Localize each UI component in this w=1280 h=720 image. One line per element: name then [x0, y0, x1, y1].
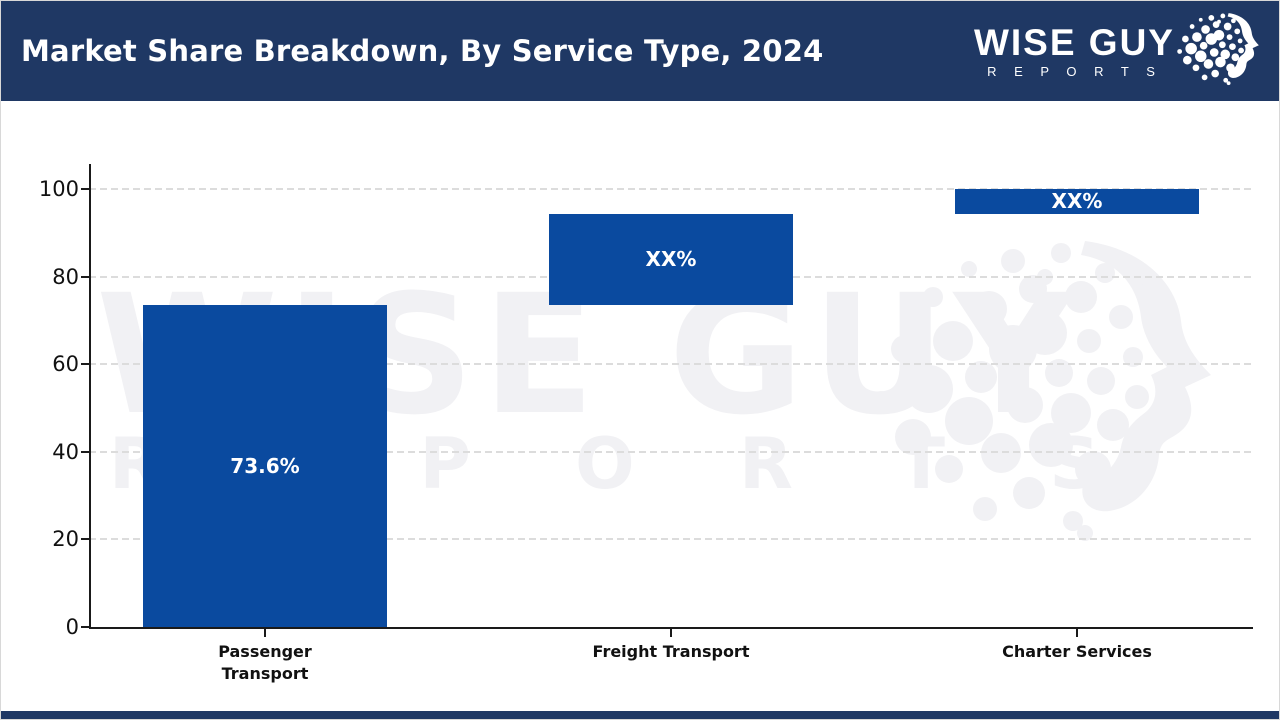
- bar-3: [955, 189, 1199, 214]
- y-axis-line: [89, 164, 91, 629]
- bar-value-label: XX%: [645, 247, 697, 272]
- y-tick-label: 0: [65, 615, 79, 639]
- y-tick-mark: [81, 188, 89, 190]
- y-tick-mark: [81, 363, 89, 366]
- bar-1: [143, 304, 387, 627]
- page-title: Market Share Breakdown, By Service Type,…: [21, 34, 824, 68]
- x-tick-mark: [264, 629, 266, 637]
- gridline: [89, 188, 1253, 190]
- gridline: [89, 538, 1253, 541]
- category-label: Freight Transport: [592, 642, 750, 661]
- y-tick-label: 60: [52, 352, 79, 377]
- brand-logo: WISE GUY R E P O R T S: [974, 10, 1267, 92]
- x-tick-mark: [1076, 629, 1078, 637]
- brand-subtitle: R E P O R T S: [987, 64, 1162, 79]
- y-tick-label: 80: [52, 264, 79, 289]
- y-tick-mark: [81, 450, 89, 453]
- gridline: [89, 450, 1253, 453]
- x-axis-line: [89, 627, 1253, 629]
- y-tick-label: 20: [52, 527, 79, 552]
- y-tick-mark: [81, 275, 89, 278]
- category-label: Charter Services: [1002, 642, 1152, 661]
- bar-value-label: 73.6%: [230, 453, 300, 478]
- x-tick-mark: [670, 629, 672, 637]
- gridline: [89, 363, 1253, 366]
- bar-2: [549, 213, 793, 305]
- bar-value-label: XX%: [1051, 189, 1103, 214]
- footer-bar: [1, 711, 1279, 719]
- watermark-head-icon: [829, 229, 1261, 569]
- y-tick-label: 40: [52, 439, 79, 464]
- category-label: Passenger Transport: [218, 642, 312, 683]
- y-tick-mark: [81, 538, 89, 541]
- brand-name: WISE GUY: [973, 22, 1175, 63]
- header-bar: Market Share Breakdown, By Service Type,…: [1, 1, 1279, 101]
- y-tick-mark: [81, 626, 89, 628]
- y-tick-label: 100: [38, 177, 79, 201]
- brand-logo-text: WISE GUY R E P O R T S: [974, 24, 1175, 78]
